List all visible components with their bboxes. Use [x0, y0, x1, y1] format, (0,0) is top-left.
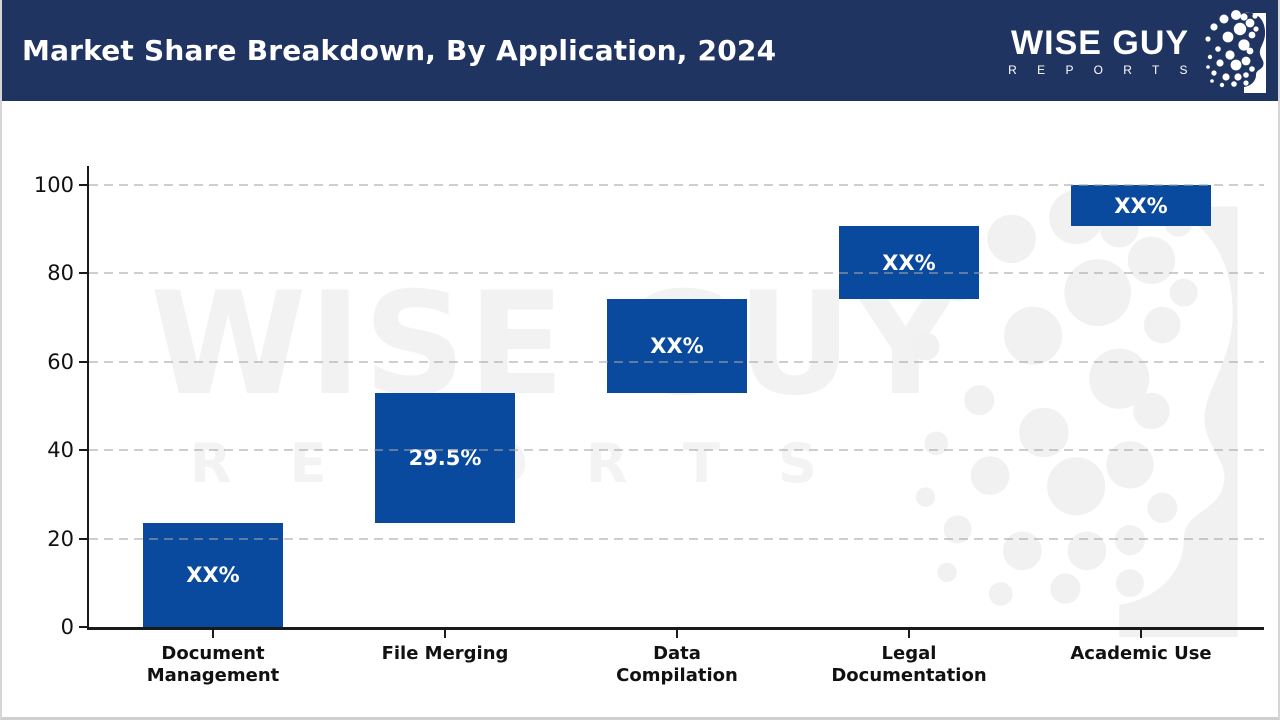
y-axis-spine — [87, 166, 89, 630]
bar-legal-documentation: XX% — [839, 226, 979, 300]
y-tick-label-100: 100 — [33, 173, 74, 197]
bar-document-management: XX% — [143, 523, 283, 627]
logo-face-icon — [1205, 9, 1266, 93]
x-tick-mark-5 — [1140, 629, 1142, 638]
plot-area: XX% 29.5% XX% XX% XX% 0 20 40 60 80 100 Document Ma… — [2, 101, 1278, 717]
gridline-20 — [89, 537, 1264, 540]
wise-guy-reports-logo: WISE GUY R E P O R T S — [1004, 9, 1266, 93]
x-label-data-compilation: Data Compilation — [616, 643, 738, 686]
logo-name: WISE GUY — [1011, 23, 1190, 62]
x-label-document-management: Document Management — [146, 643, 280, 686]
logo-text: WISE GUY R E P O R T S — [1004, 26, 1196, 76]
x-label-file-merging: File Merging — [381, 643, 509, 664]
x-tick-mark-1 — [212, 629, 214, 638]
gridline-60 — [89, 360, 1264, 363]
gridline-100 — [89, 184, 1264, 186]
y-tick-label-40: 40 — [47, 438, 74, 463]
bar-value-label: XX% — [1114, 193, 1168, 218]
header-bar: Market Share Breakdown, By Application, … — [2, 0, 1278, 101]
y-tick-mark-100 — [79, 184, 89, 186]
x-tick-mark-3 — [676, 629, 678, 638]
bar-file-merging: 29.5% — [375, 392, 515, 524]
bar-value-label: XX% — [882, 250, 936, 275]
logo-subname: R E P O R T S — [1008, 62, 1196, 77]
x-label-legal-documentation: Legal Documentation — [831, 643, 987, 686]
y-tick-label-0: 0 — [60, 615, 74, 639]
gridline-80 — [89, 272, 1264, 275]
y-tick-label-80: 80 — [47, 261, 74, 286]
y-tick-mark-20 — [79, 537, 89, 540]
bar-data-compilation: XX% — [607, 299, 747, 393]
x-label-academic-use: Academic Use — [1070, 643, 1212, 664]
y-tick-mark-0 — [79, 626, 89, 628]
page-title: Market Share Breakdown, By Application, … — [22, 34, 777, 67]
y-tick-label-20: 20 — [47, 526, 74, 551]
gridline-40 — [89, 449, 1264, 452]
y-tick-mark-40 — [79, 449, 89, 452]
bar-value-label: XX% — [186, 563, 240, 588]
bar-academic-use: XX% — [1071, 185, 1211, 227]
y-tick-mark-80 — [79, 272, 89, 275]
watermark-text: WISE GUY — [150, 262, 959, 427]
bar-value-label: XX% — [650, 333, 704, 358]
y-tick-label-60: 60 — [47, 349, 74, 374]
y-tick-mark-60 — [79, 360, 89, 363]
x-axis-spine — [87, 627, 1264, 630]
x-tick-mark-4 — [908, 629, 910, 638]
x-tick-mark-2 — [444, 629, 446, 638]
